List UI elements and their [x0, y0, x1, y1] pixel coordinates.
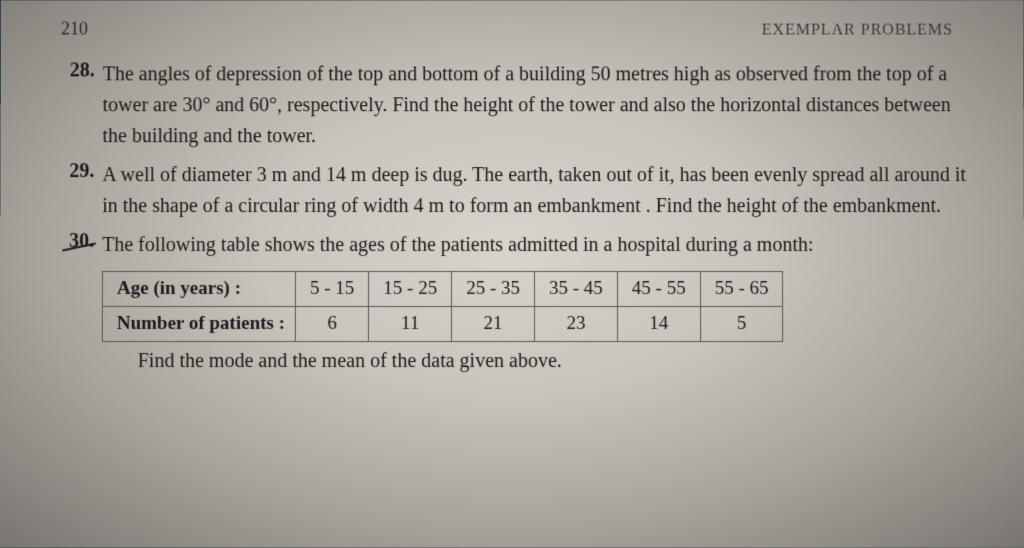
- table-cell: 11: [369, 307, 452, 342]
- section-title: EXEMPLAR PROBLEMS: [762, 22, 953, 40]
- table-row: Number of patients : 6 11 21 23 14 5: [102, 307, 783, 342]
- problem-29: 29. A well of diameter 3 m and 14 m deep…: [60, 160, 974, 222]
- problem-number: 29.: [60, 160, 102, 222]
- table-cell: 14: [617, 307, 700, 342]
- table-cell: 45 - 55: [617, 272, 700, 307]
- problem-text: The angles of depression of the top and …: [102, 59, 973, 152]
- problem-number: 30.: [60, 230, 102, 261]
- row-label: Number of patients :: [102, 307, 295, 342]
- table-row: Age (in years) : 5 - 15 15 - 25 25 - 35 …: [102, 272, 783, 307]
- problem-number: 28.: [60, 59, 102, 152]
- problem-text: The following table shows the ages of th…: [102, 230, 974, 261]
- table-cell: 15 - 25: [369, 272, 452, 307]
- data-table-wrap: Age (in years) : 5 - 15 15 - 25 25 - 35 …: [102, 271, 975, 342]
- table-cell: 23: [535, 307, 618, 342]
- problem-30: 30. The following table shows the ages o…: [60, 230, 974, 261]
- problem-text: A well of diameter 3 m and 14 m deep is …: [102, 160, 974, 222]
- table-cell: 55 - 65: [700, 272, 783, 307]
- row-label: Age (in years) :: [102, 272, 295, 307]
- table-cell: 21: [452, 307, 535, 342]
- table-cell: 6: [295, 307, 368, 342]
- page-number: 210: [61, 19, 88, 40]
- page-header: 210 EXEMPLAR PROBLEMS: [61, 19, 973, 40]
- textbook-page: 210 EXEMPLAR PROBLEMS 28. The angles of …: [0, 1, 1024, 548]
- problem-28: 28. The angles of depression of the top …: [60, 59, 973, 152]
- table-cell: 25 - 35: [452, 272, 535, 307]
- table-cell: 35 - 45: [534, 272, 617, 307]
- table-cell: 5 - 15: [295, 272, 368, 307]
- age-table: Age (in years) : 5 - 15 15 - 25 25 - 35 …: [102, 271, 784, 342]
- table-cell: 5: [700, 307, 783, 342]
- final-instruction: Find the mode and the mean of the data g…: [138, 350, 975, 373]
